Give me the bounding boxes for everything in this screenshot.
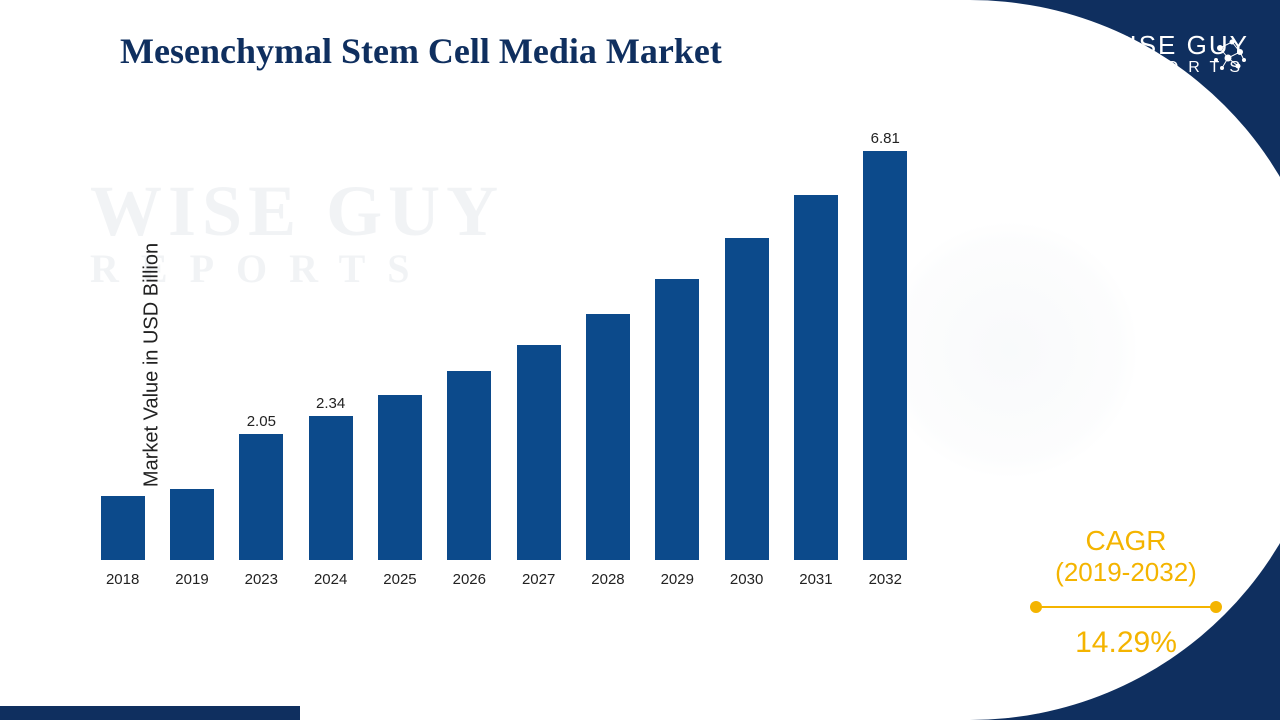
chart-title: Mesenchymal Stem Cell Media Market — [120, 30, 722, 72]
footer-accent-bar — [0, 706, 300, 720]
bar-rect — [447, 371, 491, 560]
bar-value-label — [121, 475, 125, 492]
bar-rect — [309, 416, 353, 560]
x-tick-label: 2027 — [522, 571, 555, 588]
bar-2029: 2029 — [643, 130, 712, 560]
bar-value-label — [467, 350, 471, 367]
bars-container: 2018 20192.0520232.342024 2025 2026 2027… — [88, 130, 920, 560]
bar-value-label — [814, 174, 818, 191]
bar-rect — [725, 238, 769, 560]
bar-2027: 2027 — [504, 130, 573, 560]
bar-rect — [794, 195, 838, 561]
bar-value-label — [745, 217, 749, 234]
x-tick-label: 2023 — [245, 571, 278, 588]
bar-2019: 2019 — [157, 130, 226, 560]
bar-2031: 2031 — [781, 130, 850, 560]
x-tick-label: 2028 — [591, 571, 624, 588]
brand-head-icon — [1200, 30, 1256, 86]
x-tick-label: 2031 — [799, 571, 832, 588]
x-tick-label: 2019 — [175, 571, 208, 588]
bar-rect — [655, 279, 699, 560]
cagr-divider — [1036, 606, 1216, 608]
bar-2026: 2026 — [435, 130, 504, 560]
x-tick-label: 2025 — [383, 571, 416, 588]
bar-value-label: 2.34 — [316, 395, 345, 412]
cagr-block: CAGR (2019-2032) 14.29% — [1006, 525, 1246, 660]
bar-rect — [101, 496, 145, 561]
bar-2028: 2028 — [573, 130, 642, 560]
bar-rect — [378, 395, 422, 560]
bar-rect — [586, 314, 630, 560]
bar-2032: 6.812032 — [851, 130, 920, 560]
cagr-years: (2019-2032) — [1006, 557, 1246, 588]
brand-logo: WISE GUY REPORTS — [1103, 30, 1250, 77]
x-tick-label: 2032 — [869, 571, 902, 588]
cagr-label: CAGR — [1006, 525, 1246, 557]
plot-area: 2018 20192.0520232.342024 2025 2026 2027… — [88, 130, 920, 560]
infographic-stage: WISE GUY REPORTS Mesenchymal Stem Cell M… — [0, 0, 1280, 720]
bar-value-label: 6.81 — [871, 130, 900, 147]
bar-value-label — [537, 324, 541, 341]
bar-rect — [517, 345, 561, 560]
x-tick-label: 2024 — [314, 571, 347, 588]
bar-2023: 2.052023 — [227, 130, 296, 560]
x-tick-label: 2026 — [453, 571, 486, 588]
x-tick-label: 2030 — [730, 571, 763, 588]
bar-value-label — [675, 258, 679, 275]
bar-chart: Market Value in USD Billion 2018 20192.0… — [40, 130, 920, 600]
bar-2025: 2025 — [365, 130, 434, 560]
bar-value-label — [190, 468, 194, 485]
bar-value-label: 2.05 — [247, 413, 276, 430]
bar-rect — [170, 489, 214, 560]
cagr-percent: 14.29% — [1006, 626, 1246, 660]
x-tick-label: 2018 — [106, 571, 139, 588]
bar-rect — [239, 434, 283, 560]
bar-2018: 2018 — [88, 130, 157, 560]
x-tick-label: 2029 — [661, 571, 694, 588]
bar-value-label — [606, 293, 610, 310]
bar-2024: 2.342024 — [296, 130, 365, 560]
bar-rect — [863, 151, 907, 560]
bar-2030: 2030 — [712, 130, 781, 560]
bar-value-label — [398, 374, 402, 391]
